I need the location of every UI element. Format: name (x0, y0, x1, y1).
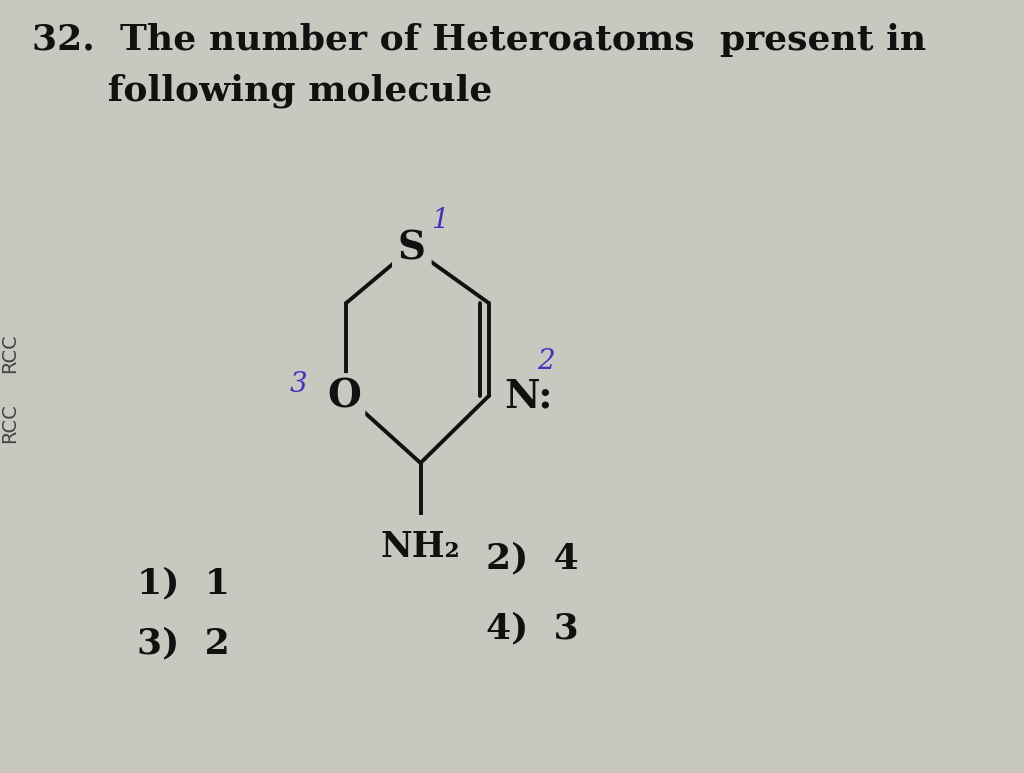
Text: N:: N: (505, 377, 553, 415)
Text: 3: 3 (290, 370, 307, 397)
Text: 1: 1 (431, 206, 449, 233)
Text: 32.  The number of Heteroatoms  present in: 32. The number of Heteroatoms present in (32, 23, 926, 57)
Text: RCC: RCC (0, 333, 19, 373)
Text: following molecule: following molecule (32, 73, 493, 107)
Text: 2)  4: 2) 4 (486, 541, 579, 575)
Text: 1)  1: 1) 1 (136, 566, 229, 600)
Text: 3)  2: 3) 2 (136, 626, 229, 660)
Text: S: S (397, 229, 426, 267)
Text: 2: 2 (537, 348, 554, 374)
Text: O: O (328, 377, 361, 415)
Text: NH₂: NH₂ (381, 530, 461, 564)
Text: RCC: RCC (0, 404, 19, 443)
Text: 4)  3: 4) 3 (486, 611, 579, 645)
